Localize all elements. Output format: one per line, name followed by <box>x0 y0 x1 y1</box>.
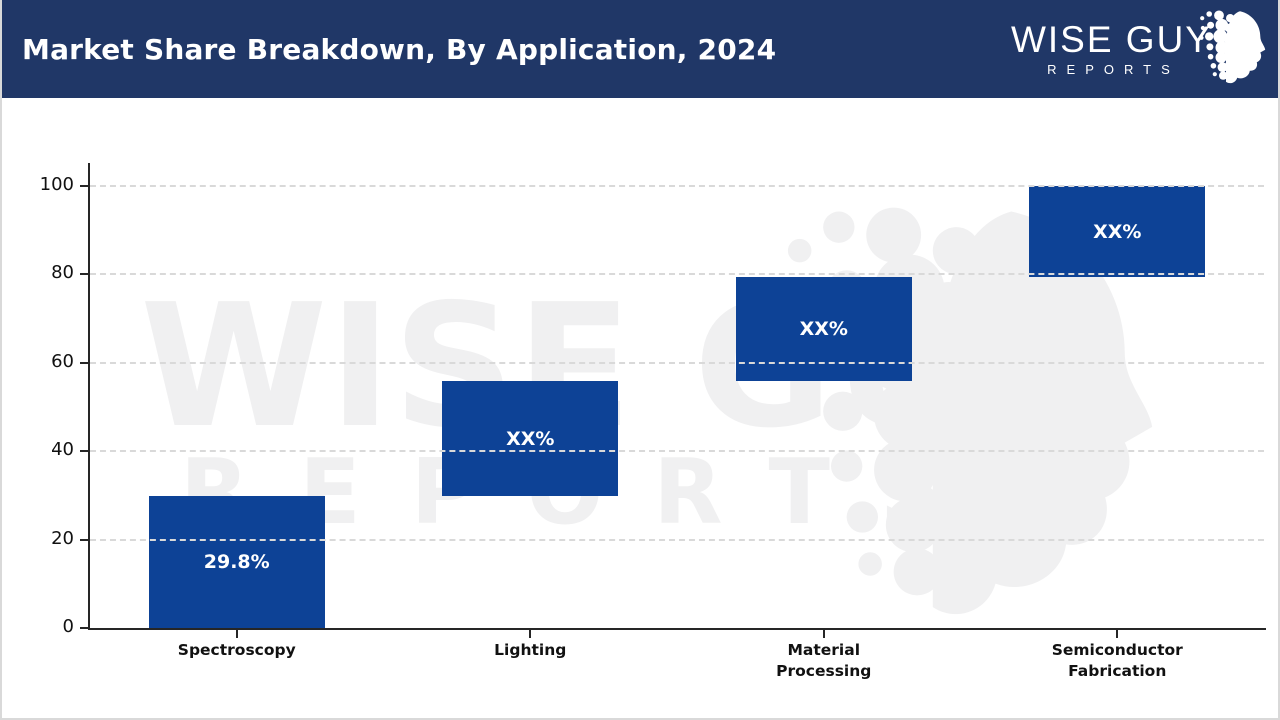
x-axis-category-label: Lighting <box>494 641 567 659</box>
bar-value-label: 29.8% <box>203 551 270 574</box>
y-axis-tick-label: 60 <box>51 350 74 372</box>
bar-segment: XX% <box>442 381 619 497</box>
y-axis-tick <box>80 273 88 276</box>
y-axis-tick <box>80 538 88 541</box>
dotted-head-icon <box>1198 7 1268 91</box>
y-axis-tick-label: 40 <box>51 439 74 461</box>
x-axis-tick <box>1116 630 1119 638</box>
header-bar: Market Share Breakdown, By Application, … <box>2 0 1280 98</box>
x-axis-tick <box>235 630 238 638</box>
x-axis-category-label: Material Processing <box>776 641 872 680</box>
x-axis-category-label: Semiconductor Fabrication <box>1051 641 1183 680</box>
y-gridline <box>90 450 1264 453</box>
y-axis-tick-label: 20 <box>51 527 74 549</box>
y-gridline <box>90 361 1264 364</box>
y-axis-line <box>88 163 90 630</box>
brand-logo: WISE GUY REPORTS <box>1011 7 1280 91</box>
y-axis-tick-label: 100 <box>39 173 74 195</box>
bar-segment: 29.8% <box>148 496 325 628</box>
y-gridline <box>90 184 1264 187</box>
logo-wordmark: WISE GUY REPORTS <box>1010 19 1212 77</box>
y-axis-tick <box>80 627 88 629</box>
y-axis-tick <box>80 450 88 453</box>
y-gridline <box>90 538 1264 541</box>
x-axis-category-label: Spectroscopy <box>177 641 296 659</box>
bar-value-label: XX% <box>1093 220 1142 243</box>
chart-title: Market Share Breakdown, By Application, … <box>22 32 777 66</box>
logo-brand-name: WISE GUY <box>1010 19 1212 61</box>
bar-value-label: XX% <box>799 318 848 341</box>
x-axis-tick <box>822 630 825 638</box>
y-axis-tick <box>80 184 88 187</box>
bar-segment: XX% <box>1029 185 1206 278</box>
logo-brand-subtext: REPORTS <box>1047 61 1180 77</box>
y-axis-tick-label: 80 <box>51 262 74 284</box>
y-axis-tick-label: 0 <box>62 616 74 637</box>
bar-segment: XX% <box>735 277 912 382</box>
y-axis-tick <box>80 361 88 364</box>
y-gridline <box>90 273 1264 276</box>
bar-value-label: XX% <box>506 427 555 450</box>
x-axis-tick <box>529 630 532 638</box>
x-axis-line <box>88 628 1266 630</box>
